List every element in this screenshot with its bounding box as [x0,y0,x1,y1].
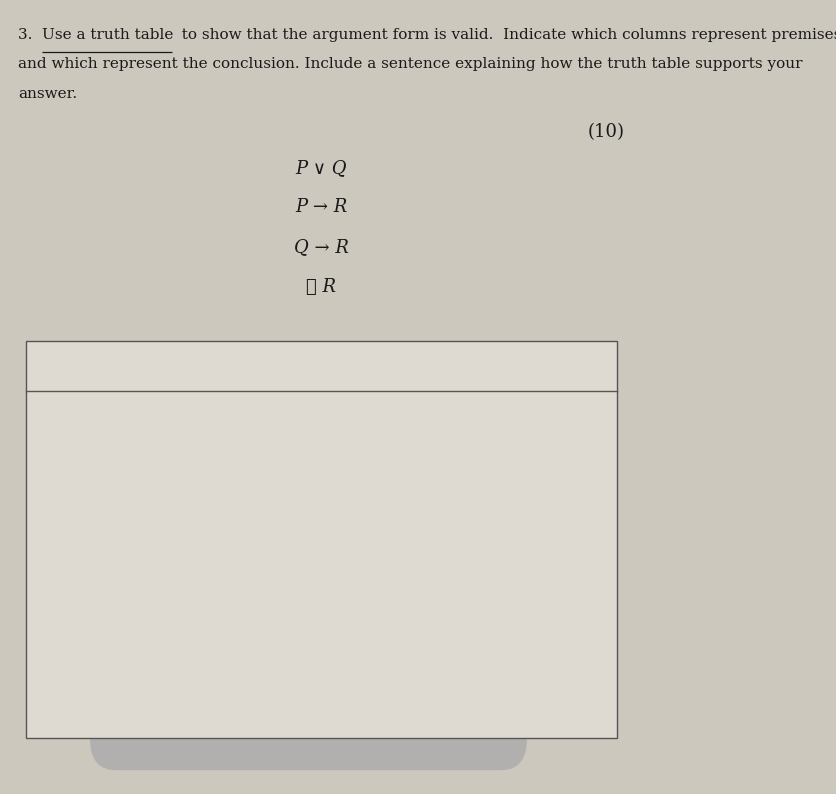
Text: Q → R: Q → R [293,238,349,256]
Text: ∴ R: ∴ R [306,278,336,296]
Text: to show that the argument form is valid.  Indicate which columns represent premi: to show that the argument form is valid.… [172,28,836,42]
Text: and which represent the conclusion. Include a sentence explaining how the truth : and which represent the conclusion. Incl… [18,57,802,71]
Text: (10): (10) [587,123,624,141]
Text: 3.: 3. [18,28,42,42]
Bar [26,341,616,738]
Text: answer.: answer. [18,87,77,101]
Text: P → R: P → R [295,198,347,217]
Text: P ∨ Q: P ∨ Q [295,159,347,177]
FancyBboxPatch shape [89,548,527,770]
Text: Use a truth table: Use a truth table [42,28,173,42]
